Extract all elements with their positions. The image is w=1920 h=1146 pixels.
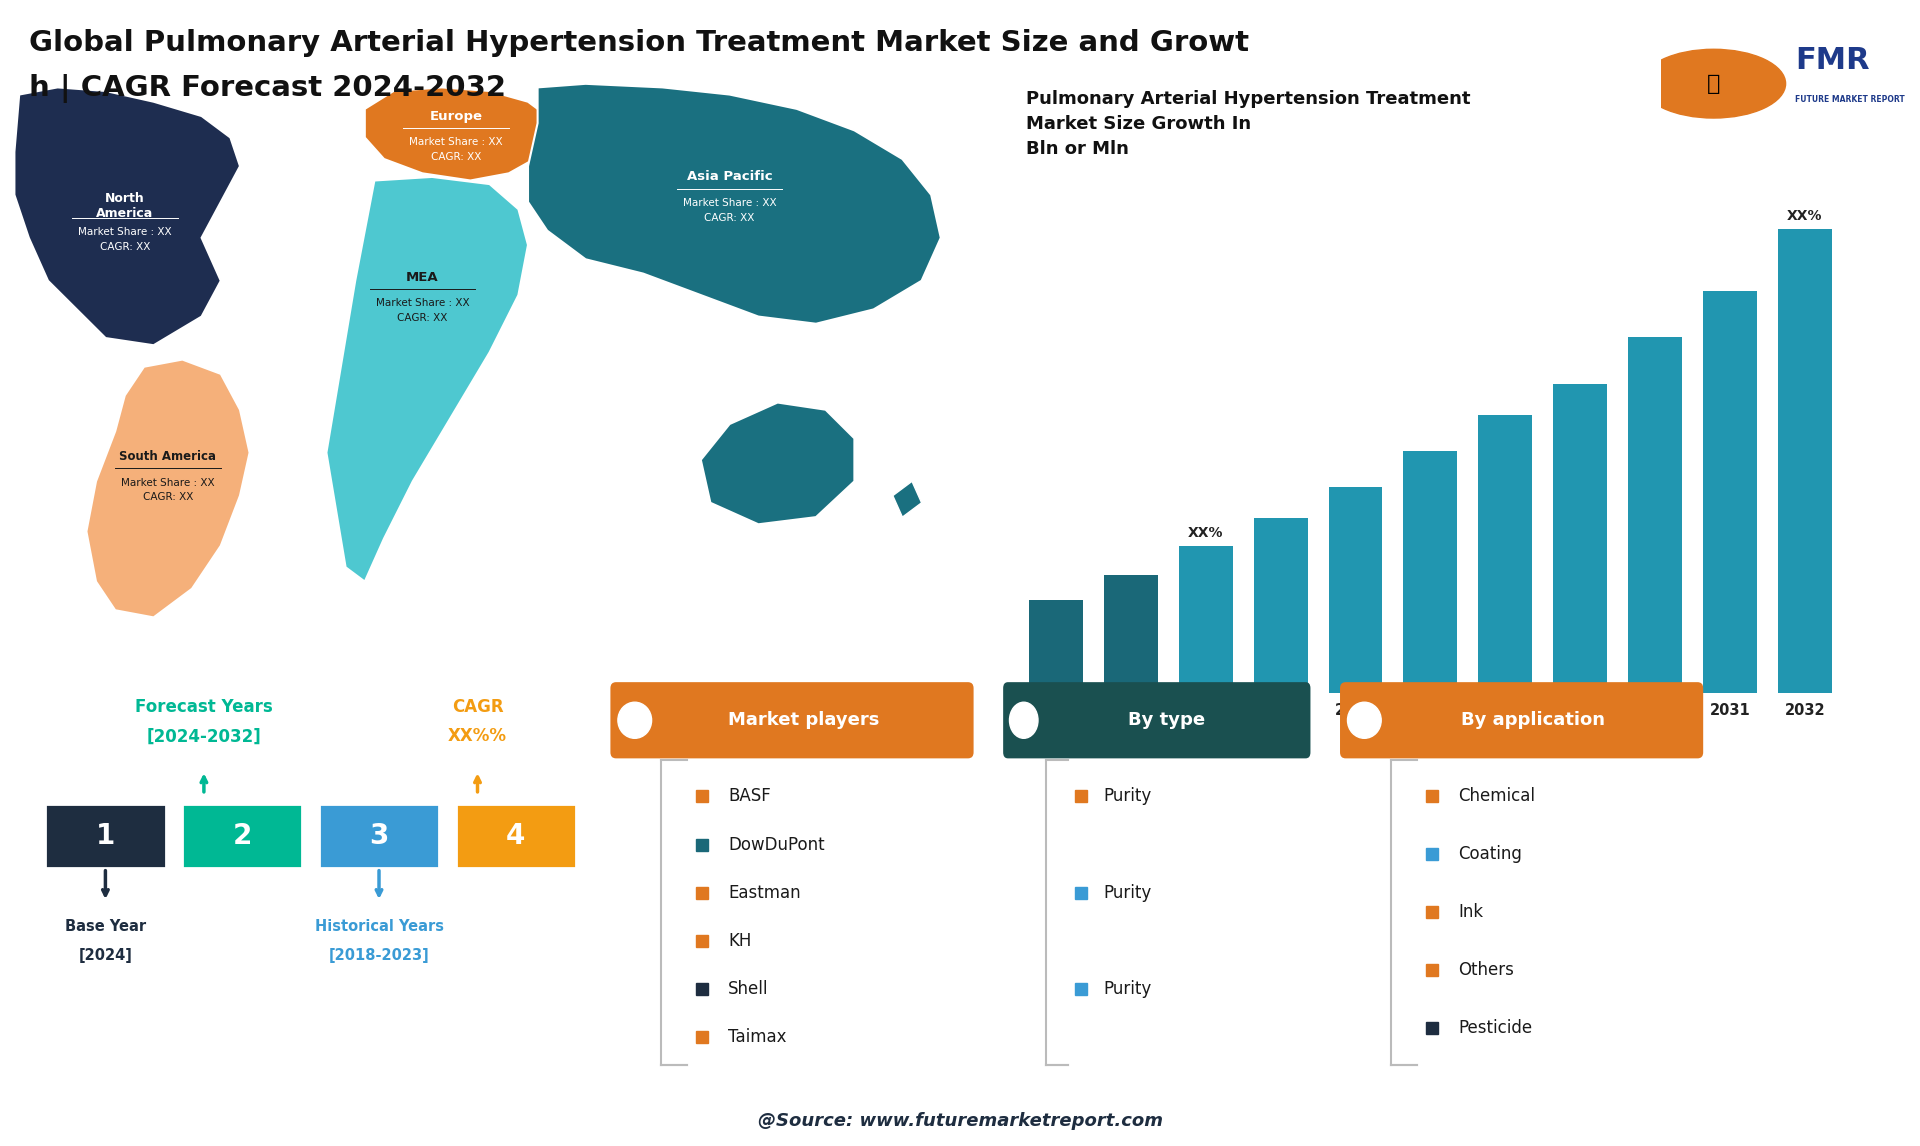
Text: Others: Others (1457, 960, 1513, 979)
Bar (1029, 601, 1083, 693)
Polygon shape (365, 87, 557, 181)
Text: Market players: Market players (728, 712, 879, 729)
Text: 2: 2 (232, 822, 252, 850)
Bar (1703, 291, 1757, 693)
Text: Market Share : XX
CAGR: XX: Market Share : XX CAGR: XX (376, 298, 468, 323)
Text: [2018-2023]: [2018-2023] (328, 948, 430, 963)
FancyBboxPatch shape (319, 804, 440, 868)
Text: [2024-2032]: [2024-2032] (146, 728, 261, 745)
Text: Market Share : XX
CAGR: XX: Market Share : XX CAGR: XX (121, 478, 215, 502)
Text: Market Share : XX
CAGR: XX: Market Share : XX CAGR: XX (684, 198, 776, 223)
Text: Forecast Years: Forecast Years (134, 698, 273, 716)
Text: MEA: MEA (407, 270, 438, 284)
Text: Shell: Shell (728, 980, 768, 998)
Text: By application: By application (1461, 712, 1605, 729)
Text: Coating: Coating (1457, 846, 1523, 863)
FancyBboxPatch shape (1340, 682, 1703, 759)
Text: Purity: Purity (1102, 787, 1152, 806)
Text: 👤: 👤 (1707, 73, 1720, 94)
Text: Market Share : XX
CAGR: XX: Market Share : XX CAGR: XX (409, 138, 503, 162)
Text: Taimax: Taimax (728, 1028, 787, 1046)
Text: @Source: www.futuremarketreport.com: @Source: www.futuremarketreport.com (758, 1112, 1162, 1130)
Text: Pulmonary Arterial Hypertension Treatment
Market Size Growth In
Bln or Mln: Pulmonary Arterial Hypertension Treatmen… (1025, 89, 1471, 157)
FancyBboxPatch shape (182, 804, 303, 868)
Text: Europe: Europe (430, 110, 482, 123)
Text: By type: By type (1127, 712, 1206, 729)
Circle shape (1010, 702, 1039, 738)
Polygon shape (86, 360, 250, 618)
Text: Eastman: Eastman (728, 884, 801, 902)
Text: XX%: XX% (1188, 526, 1223, 540)
Polygon shape (893, 481, 922, 517)
Bar (1329, 487, 1382, 693)
Text: FUTURE MARKET REPORT: FUTURE MARKET REPORT (1795, 95, 1905, 104)
Text: KH: KH (728, 932, 753, 950)
Text: CAGR: CAGR (451, 698, 503, 716)
Bar (1478, 415, 1532, 693)
FancyBboxPatch shape (46, 804, 165, 868)
Text: Base Year: Base Year (65, 919, 146, 934)
Text: XX%: XX% (1788, 209, 1822, 222)
Bar (1778, 229, 1832, 693)
Text: DowDuPont: DowDuPont (728, 835, 826, 854)
Text: Ink: Ink (1457, 903, 1482, 921)
Polygon shape (528, 84, 941, 324)
Text: BASF: BASF (728, 787, 772, 806)
Text: h | CAGR Forecast 2024-2032: h | CAGR Forecast 2024-2032 (29, 74, 505, 103)
Text: Historical Years: Historical Years (315, 919, 444, 934)
Bar (1179, 547, 1233, 693)
Polygon shape (701, 402, 854, 525)
Text: Chemical: Chemical (1457, 787, 1534, 806)
Text: Pesticide: Pesticide (1457, 1019, 1532, 1036)
FancyBboxPatch shape (611, 682, 973, 759)
Bar (1254, 518, 1308, 693)
Text: 1: 1 (96, 822, 115, 850)
Bar (1404, 450, 1457, 693)
Text: 4: 4 (507, 822, 526, 850)
Bar (1628, 337, 1682, 693)
Polygon shape (15, 87, 240, 345)
Bar (1104, 574, 1158, 693)
Text: FMR: FMR (1795, 46, 1870, 76)
Text: Purity: Purity (1102, 884, 1152, 902)
Polygon shape (326, 176, 528, 582)
FancyBboxPatch shape (455, 804, 576, 868)
Text: Purity: Purity (1102, 980, 1152, 998)
Text: 3: 3 (369, 822, 388, 850)
Text: Market Share : XX
CAGR: XX: Market Share : XX CAGR: XX (79, 227, 171, 252)
Text: Global Pulmonary Arterial Hypertension Treatment Market Size and Growt: Global Pulmonary Arterial Hypertension T… (29, 29, 1248, 56)
Text: North
America: North America (96, 191, 154, 220)
Text: Asia Pacific: Asia Pacific (687, 171, 772, 183)
Bar (1553, 384, 1607, 693)
Circle shape (1348, 702, 1380, 738)
Text: [2024]: [2024] (79, 948, 132, 963)
Text: South America: South America (119, 449, 217, 463)
Circle shape (618, 702, 651, 738)
FancyBboxPatch shape (1002, 682, 1311, 759)
Circle shape (1642, 49, 1786, 118)
Text: XX%%: XX%% (447, 728, 507, 745)
